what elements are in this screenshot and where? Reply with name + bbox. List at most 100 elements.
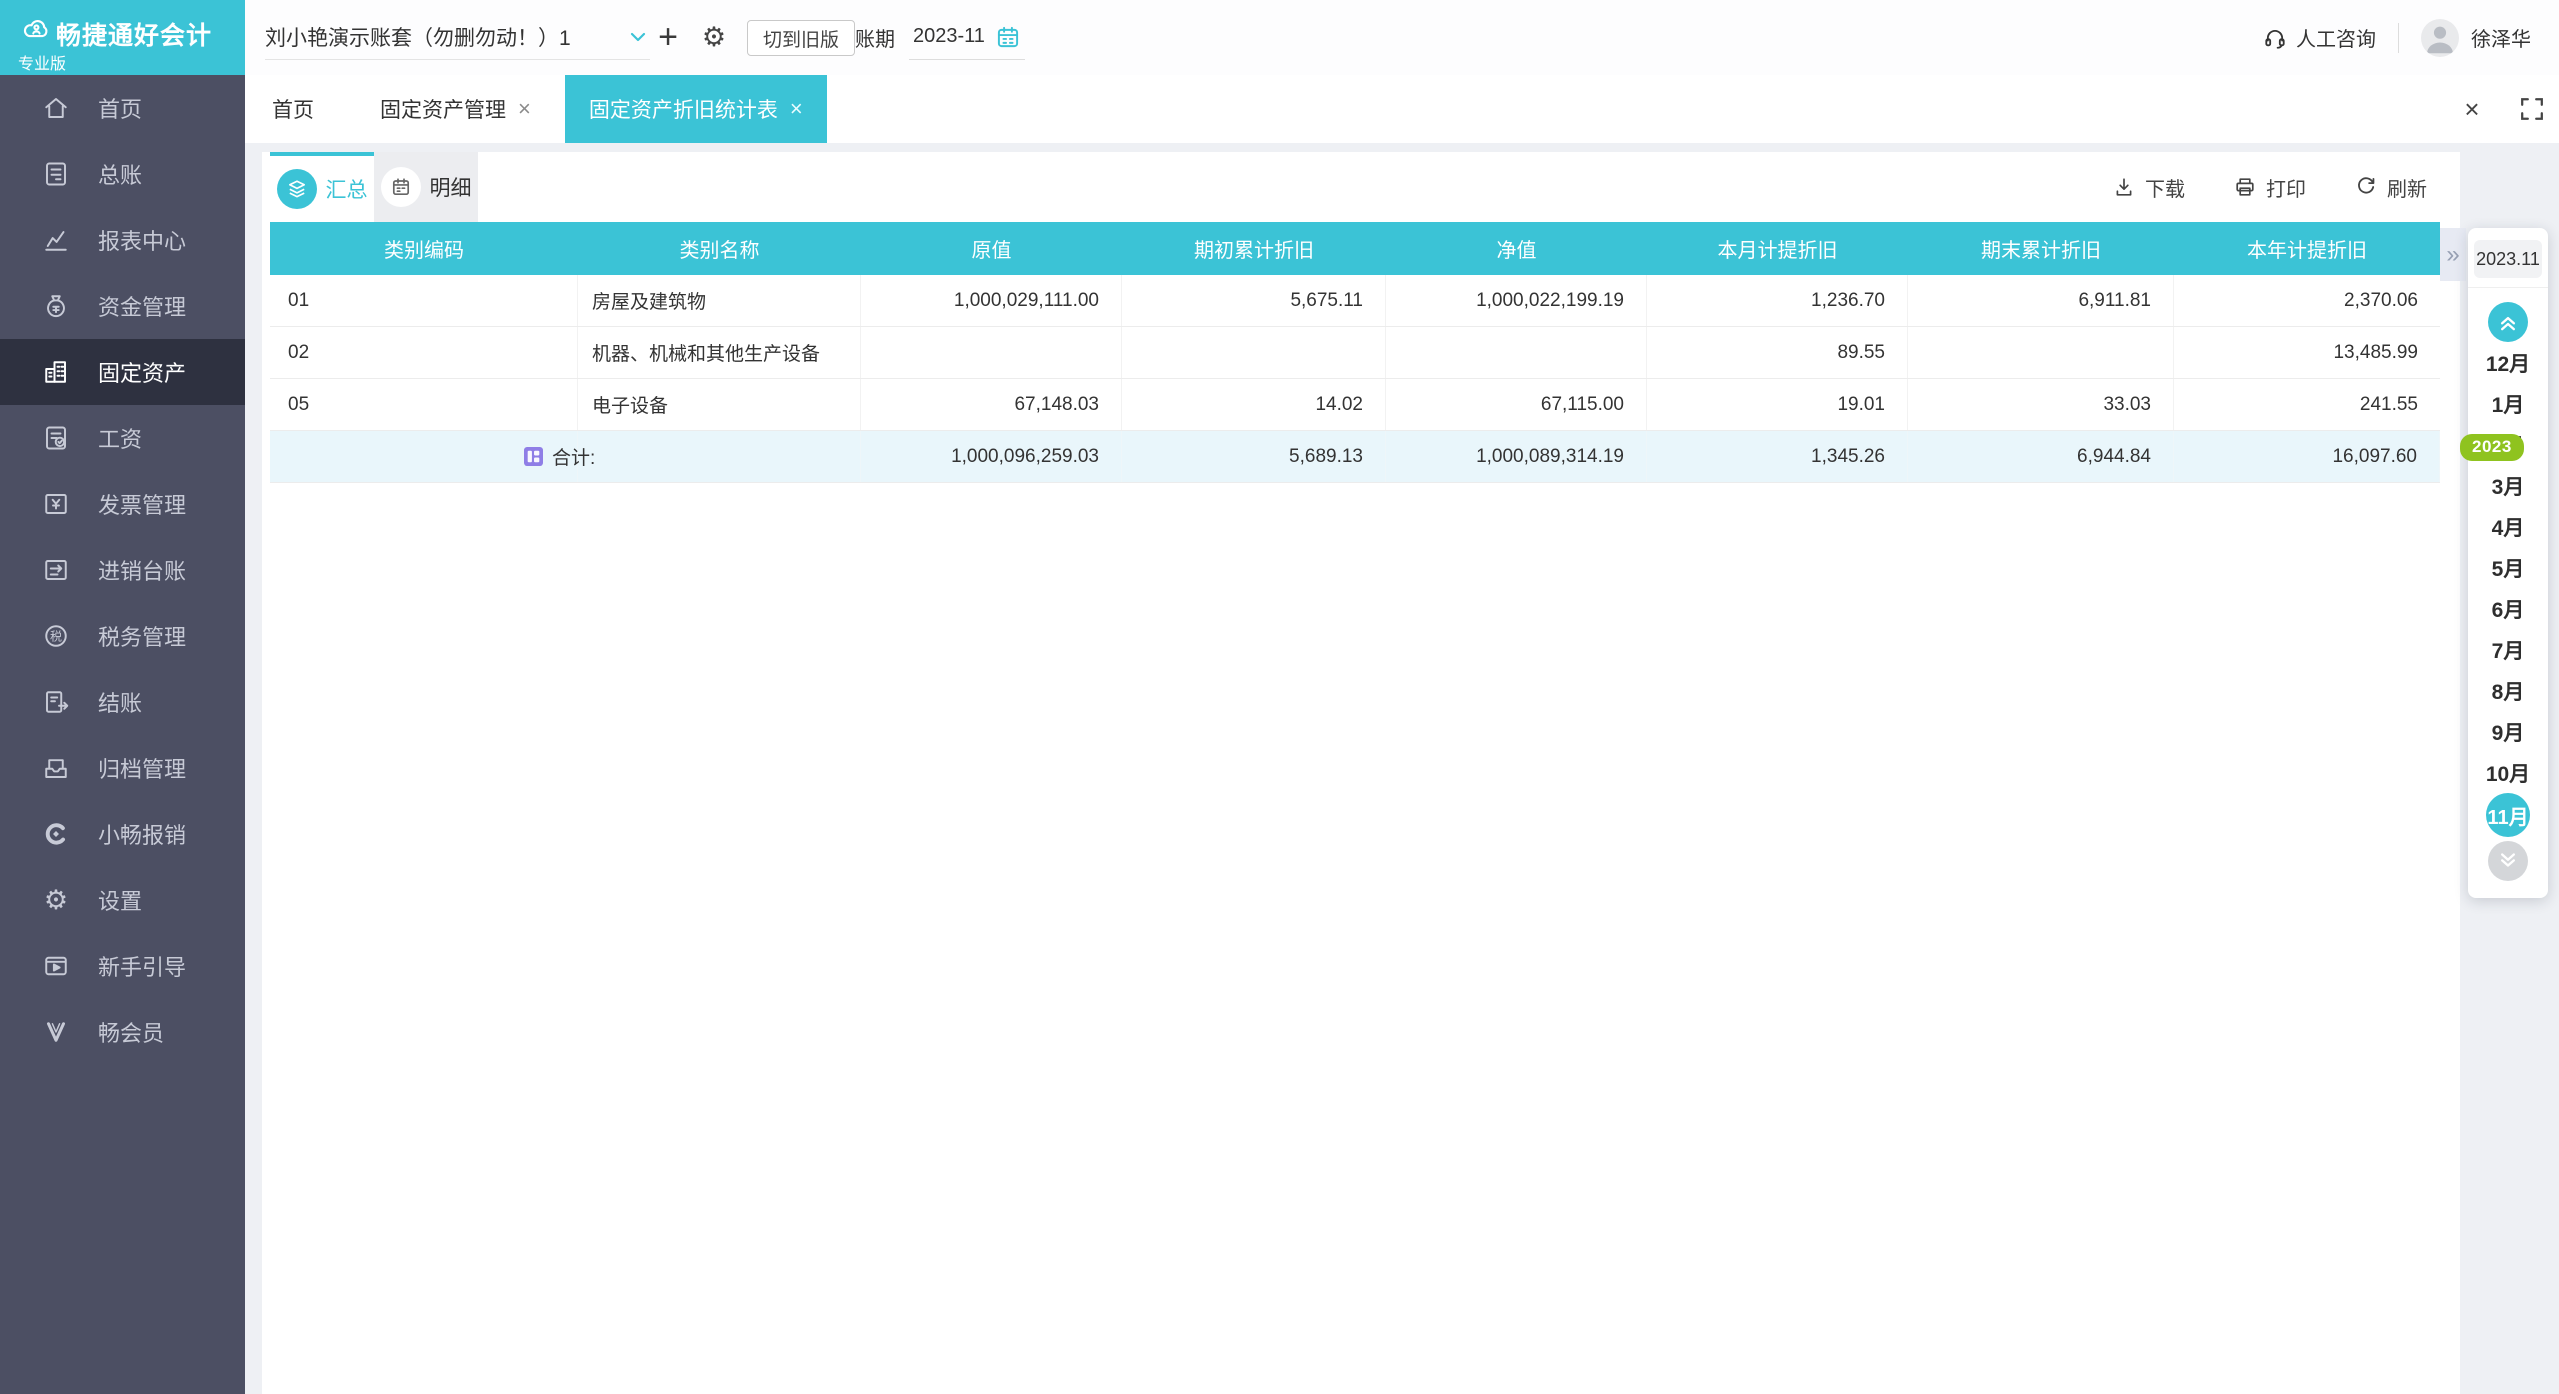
- report-toolbar: 汇总 明细 下载 打印: [262, 152, 2460, 222]
- sidebar-item-label: 税务管理: [98, 625, 187, 650]
- month-item-dec[interactable]: 12月: [2485, 352, 2531, 376]
- period-label: 账期: [855, 28, 895, 51]
- month-item-mar[interactable]: 3月: [2491, 475, 2525, 499]
- sidebar-item-fund-management[interactable]: 资金管理: [0, 273, 245, 339]
- switch-to-old-version-button[interactable]: 切到旧版: [747, 20, 856, 56]
- period-value: 2023-11: [913, 25, 985, 47]
- topbar: 畅捷通好会计 专业版 刘小艳演示账套（勿删勿动！）1 + ⚙ 切到旧版 账期 2…: [0, 0, 2559, 75]
- close-icon[interactable]: ×: [518, 96, 531, 121]
- tab-label: 首页: [272, 99, 314, 122]
- sidebar-item-settings[interactable]: ⚙ 设置: [0, 867, 245, 933]
- sidebar-item-label: 进销台账: [98, 559, 187, 584]
- sidebar-item-inout-ledger[interactable]: 进销台账: [0, 537, 245, 603]
- support-label: 人工咨询: [2296, 29, 2376, 51]
- add-account-button[interactable]: +: [658, 17, 678, 56]
- headset-icon: [2262, 25, 2288, 51]
- account-selector[interactable]: 刘小艳演示账套（勿删勿动！）1: [265, 14, 650, 60]
- col-header-original-value: 原值: [971, 240, 1012, 262]
- print-button[interactable]: 打印: [2233, 173, 2306, 202]
- svg-text:税: 税: [50, 630, 62, 644]
- sidebar-item-label: 新手引导: [98, 955, 187, 980]
- refresh-button[interactable]: 刷新: [2354, 173, 2427, 202]
- month-item-aug[interactable]: 8月: [2491, 680, 2525, 704]
- sidebar-item-reimburse[interactable]: 小畅报销: [0, 801, 245, 867]
- month-item-jun[interactable]: 6月: [2491, 598, 2525, 622]
- sidebar-item-salary[interactable]: 工资: [0, 405, 245, 471]
- view-tab-detail[interactable]: 明细: [374, 152, 478, 222]
- tab-depreciation-statistics[interactable]: 固定资产折旧统计表 ×: [564, 75, 827, 143]
- view-tab-summary[interactable]: 汇总: [270, 152, 374, 222]
- col-header-beginning-accum-depr: 期初累计折旧: [1194, 240, 1314, 262]
- table-row: 05 电子设备 67,148.03 14.02 67,115.00 19.01 …: [270, 379, 2440, 431]
- sidebar-item-label: 结账: [98, 691, 143, 716]
- col-header-year-depr: 本年计提折旧: [2247, 240, 2367, 262]
- tab-bar: 首页 固定资产管理 × 固定资产折旧统计表 × ×: [245, 75, 2559, 143]
- sidebar-item-invoice-management[interactable]: 发票管理: [0, 471, 245, 537]
- period-panel-collapse-button[interactable]: »: [2440, 228, 2466, 281]
- summary-layers-icon: [276, 169, 317, 209]
- download-button[interactable]: 下载: [2112, 173, 2185, 202]
- view-tab-label: 明细: [429, 177, 472, 200]
- sidebar: 首页 总账 报表中心 资金管理 固定资产 工资 发票管理 进销台账: [0, 75, 245, 1394]
- account-name: 刘小艳演示账套（勿删勿动！）1: [265, 26, 571, 50]
- fullscreen-icon[interactable]: [2515, 92, 2549, 126]
- col-header-net-value: 净值: [1496, 240, 1537, 262]
- sidebar-item-general-ledger[interactable]: 总账: [0, 141, 245, 207]
- calendar-icon: [995, 24, 1021, 50]
- guide-icon: [40, 950, 72, 982]
- close-all-icon[interactable]: ×: [2464, 93, 2480, 124]
- double-chevron-down-icon: [2500, 853, 2516, 867]
- sidebar-item-beginner-guide[interactable]: 新手引导: [0, 933, 245, 999]
- table-total-row: 1,000,096,259.03 5,689.13 1,000,089,314.…: [270, 431, 2440, 483]
- sidebar-item-report-center[interactable]: 报表中心: [0, 207, 245, 273]
- scroll-down-button[interactable]: [2488, 841, 2528, 881]
- col-header-month-depr: 本月计提折旧: [1717, 240, 1838, 262]
- month-item-oct[interactable]: 10月: [2485, 762, 2531, 786]
- tab-home[interactable]: 首页: [272, 75, 314, 143]
- sidebar-item-closing[interactable]: 结账: [0, 669, 245, 735]
- sidebar-item-label: 设置: [98, 889, 143, 914]
- sidebar-item-member[interactable]: 畅会员: [0, 999, 245, 1065]
- month-item-jan[interactable]: 1月: [2491, 393, 2525, 417]
- avatar: [2421, 18, 2459, 57]
- sidebar-item-label: 归档管理: [98, 757, 187, 782]
- sidebar-item-fixed-assets[interactable]: 固定资产: [0, 339, 245, 405]
- salary-icon: [40, 422, 72, 454]
- tax-icon: 税: [40, 620, 72, 652]
- cloud-logo-icon: [18, 12, 52, 42]
- content-area: 汇总 明细 下载 打印: [245, 143, 2559, 1394]
- current-period-chip: 2023.11: [2474, 240, 2542, 278]
- month-item-may[interactable]: 5月: [2491, 557, 2525, 581]
- sidebar-item-label: 总账: [98, 163, 143, 188]
- month-item-nov-selected[interactable]: 11月: [2468, 793, 2548, 837]
- app-logo: 畅捷通好会计 专业版: [0, 0, 245, 75]
- month-item-sep[interactable]: 9月: [2491, 721, 2525, 745]
- period-picker[interactable]: 2023-11: [909, 14, 1025, 60]
- col-header-category-name: 类别名称: [679, 240, 760, 262]
- sidebar-item-label: 首页: [98, 97, 143, 122]
- total-label: 合计:: [552, 448, 596, 469]
- sidebar-item-home[interactable]: 首页: [0, 75, 245, 141]
- user-menu[interactable]: 徐泽华: [2421, 18, 2531, 57]
- ledger-icon: [40, 158, 72, 190]
- account-settings-gear-icon[interactable]: ⚙: [701, 21, 727, 52]
- close-icon[interactable]: ×: [789, 96, 803, 121]
- report-center-icon: [40, 224, 72, 256]
- sidebar-item-archive-management[interactable]: 归档管理: [0, 735, 245, 801]
- gear-icon: ⚙: [43, 884, 69, 915]
- month-item-jul[interactable]: 7月: [2491, 639, 2525, 663]
- sidebar-item-tax-management[interactable]: 税 税务管理: [0, 603, 245, 669]
- home-icon: [40, 92, 72, 124]
- sidebar-item-label: 固定资产: [98, 361, 187, 386]
- report-card: 汇总 明细 下载 打印: [262, 152, 2460, 1394]
- month-item-apr[interactable]: 4月: [2491, 516, 2525, 540]
- tab-label: 固定资产管理: [380, 99, 506, 122]
- live-support-button[interactable]: 人工咨询: [2262, 23, 2376, 52]
- scroll-up-button[interactable]: [2488, 302, 2528, 342]
- print-label: 打印: [2266, 178, 2306, 201]
- fixed-assets-icon: [40, 356, 72, 388]
- sidebar-item-label: 畅会员: [98, 1021, 165, 1046]
- inout-ledger-icon: [40, 554, 72, 586]
- double-chevron-up-icon: [2500, 316, 2516, 331]
- tab-fixed-asset-management[interactable]: 固定资产管理 ×: [380, 75, 531, 143]
